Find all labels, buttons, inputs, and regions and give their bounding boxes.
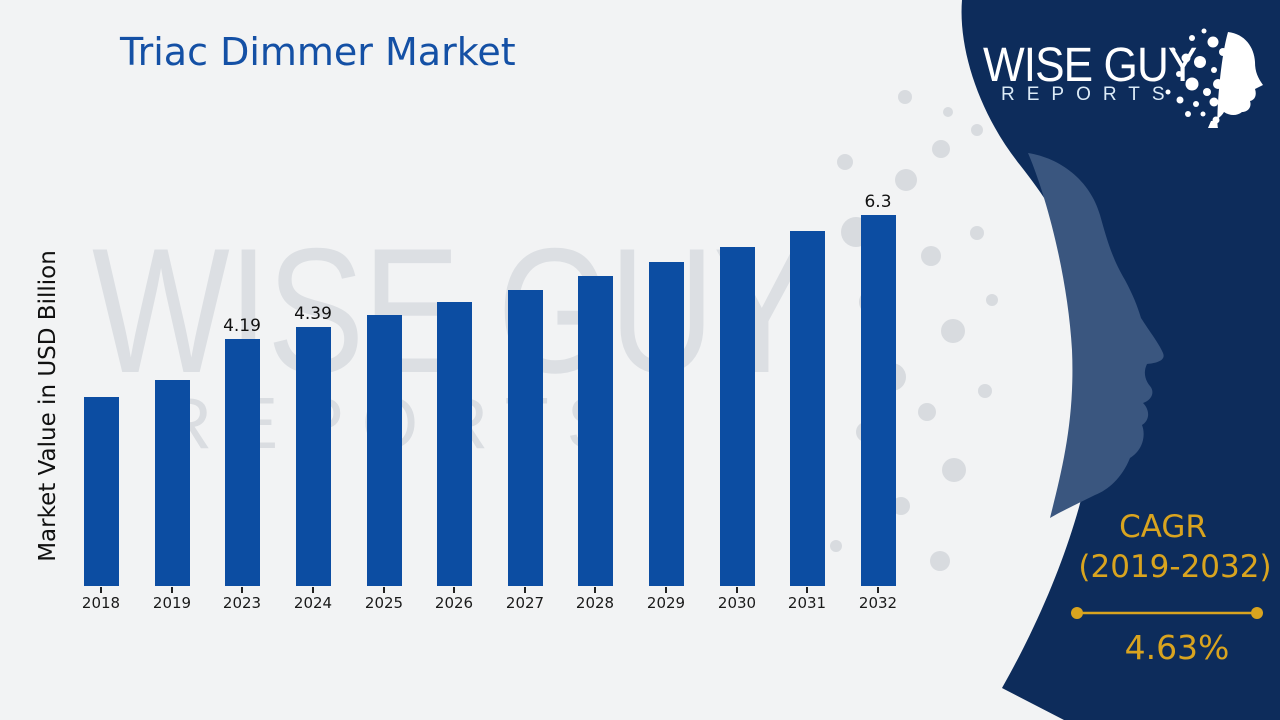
x-axis-tick [241,587,243,593]
bar-2027 [507,290,543,586]
bar-2019 [154,380,190,586]
bar-2024 [295,327,331,586]
chart-title: Triac Dimmer Market [120,30,516,74]
bar-2025 [366,315,402,586]
data-label-2032: 6.3 [864,192,892,212]
bar-2018 [83,397,119,586]
x-tick-label-2030: 2030 [717,594,757,612]
x-axis-tick [312,587,314,593]
x-tick-label-2029: 2029 [646,594,686,612]
x-tick-label-2018: 2018 [81,594,121,612]
bar-2028 [577,276,613,586]
face-profile-silhouette-icon [1028,153,1164,518]
x-axis-tick [877,587,879,593]
bar-2031 [789,231,825,586]
data-label-2024: 4.39 [294,304,332,324]
data-label-2023: 4.19 [223,316,261,336]
bar-2030 [719,247,755,586]
x-axis-tick [736,587,738,593]
x-tick-label-2026: 2026 [434,594,474,612]
x-tick-label-2019: 2019 [152,594,192,612]
x-axis-tick [100,587,102,593]
x-axis-tick [665,587,667,593]
x-tick-label-2024: 2024 [293,594,333,612]
x-axis-tick [453,587,455,593]
x-tick-label-2027: 2027 [505,594,545,612]
x-tick-label-2031: 2031 [787,594,827,612]
x-tick-label-2032: 2032 [858,594,898,612]
logo-face-icon [1208,32,1263,128]
x-tick-label-2025: 2025 [364,594,404,612]
bar-2029 [648,262,684,586]
logo-dots-cluster-icon [1165,28,1227,124]
cagr-underline [1071,607,1263,619]
bar-2026 [436,302,472,586]
x-axis-tick [806,587,808,593]
x-tick-label-2023: 2023 [222,594,262,612]
x-axis-tick [524,587,526,593]
x-axis-tick [594,587,596,593]
x-tick-label-2028: 2028 [575,594,615,612]
x-axis-tick [383,587,385,593]
bar-2032 [860,215,896,586]
bar-2023 [224,339,260,586]
x-axis-tick [171,587,173,593]
